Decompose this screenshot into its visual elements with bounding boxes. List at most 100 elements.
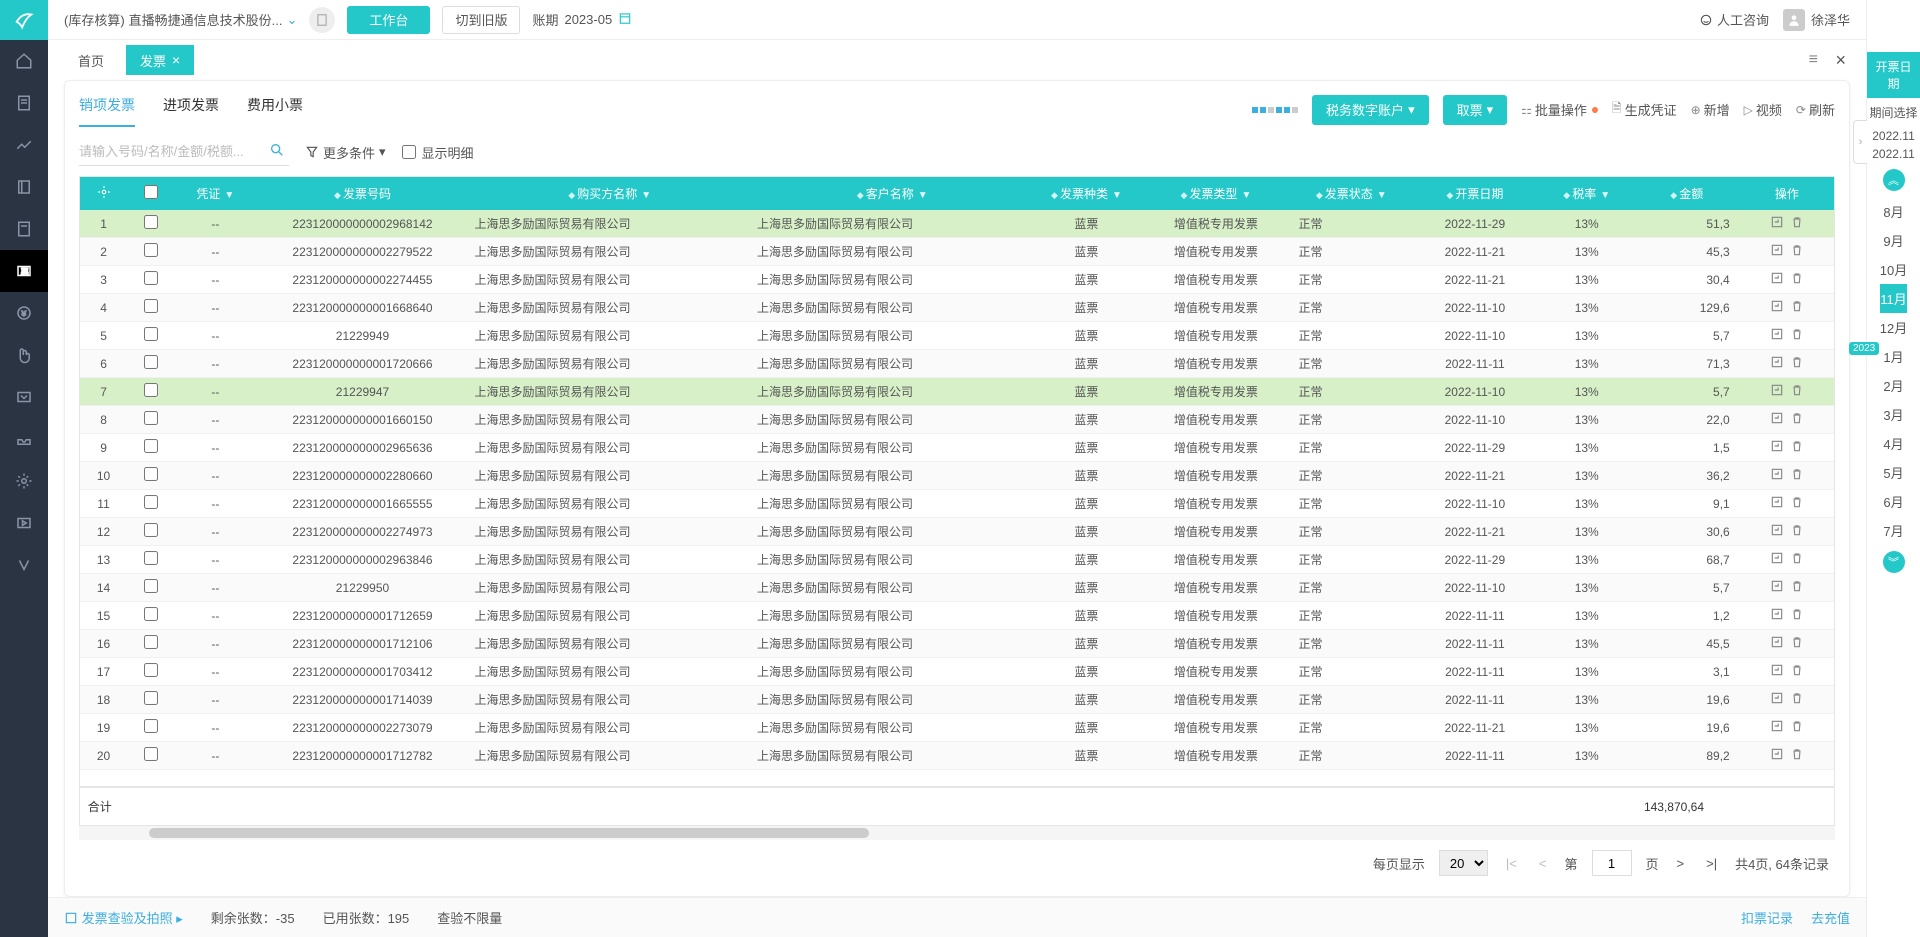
view-icon[interactable] [1770, 271, 1784, 285]
row-checkbox[interactable] [144, 747, 158, 761]
delete-icon[interactable] [1790, 439, 1804, 453]
delete-icon[interactable] [1790, 635, 1804, 649]
user-menu[interactable]: 徐泽华 [1783, 9, 1850, 31]
verify-link[interactable]: 发票查验及拍照 ▸ [64, 908, 183, 927]
collapse-icon[interactable]: › [1853, 120, 1867, 164]
view-grid-icon[interactable] [1252, 107, 1298, 113]
table-row[interactable]: 20--223120000000001712782上海思多励国际贸易有限公司上海… [80, 742, 1834, 770]
h-scrollbar[interactable] [79, 826, 1835, 840]
row-checkbox[interactable] [144, 719, 158, 733]
col-voucher[interactable]: 凭证▼ [174, 177, 256, 210]
view-icon[interactable] [1770, 635, 1784, 649]
org-selector[interactable]: (库存核算) 直播畅捷通信息技术股份... ⌄ [64, 10, 297, 29]
month-option[interactable]: 8月 [1880, 197, 1907, 226]
show-detail-checkbox[interactable]: 显示明细 [402, 143, 474, 162]
row-checkbox[interactable] [144, 607, 158, 621]
filter-icon[interactable]: ▼ [224, 190, 234, 201]
refresh-link[interactable]: ⟳刷新 [1796, 100, 1835, 119]
view-icon[interactable] [1770, 299, 1784, 313]
delete-icon[interactable] [1790, 691, 1804, 705]
page-input[interactable] [1592, 850, 1632, 876]
row-checkbox[interactable] [144, 327, 158, 341]
month-option[interactable]: 5月 [1883, 458, 1903, 487]
month-option[interactable]: 6月 [1883, 487, 1903, 516]
add-link[interactable]: ⊕新增 [1691, 100, 1730, 119]
deduct-log-link[interactable]: 扣票记录 [1741, 908, 1793, 927]
nav-doc-icon[interactable] [0, 82, 48, 124]
period-value[interactable]: 2023-05 [564, 12, 612, 27]
page-next-icon[interactable]: > [1673, 856, 1689, 871]
row-checkbox[interactable] [144, 551, 158, 565]
row-checkbox[interactable] [144, 467, 158, 481]
scroll-up-icon[interactable]: ︽ [1883, 169, 1905, 191]
nav-inbox-icon[interactable] [0, 418, 48, 460]
table-row[interactable]: 13--223120000000002963846上海思多励国际贸易有限公司上海… [80, 546, 1834, 574]
search-icon[interactable] [269, 142, 285, 163]
video-link[interactable]: ▷视频 [1744, 100, 1782, 119]
tab-menu-icon[interactable]: ≡ [1809, 51, 1818, 69]
nav-invoice-icon[interactable]: 票 [0, 250, 48, 292]
table-row[interactable]: 9--223120000000002965636上海思多励国际贸易有限公司上海思… [80, 434, 1834, 462]
row-checkbox[interactable] [144, 635, 158, 649]
view-icon[interactable] [1770, 663, 1784, 677]
topup-link[interactable]: 去充值 [1811, 908, 1850, 927]
workspace-button[interactable]: 工作台 [347, 6, 430, 34]
tab-invoice[interactable]: 发票 × [126, 45, 194, 75]
page-last-icon[interactable]: >| [1702, 856, 1721, 871]
tax-account-button[interactable]: 税务数字账户 ▾ [1312, 95, 1429, 125]
col-buyer[interactable]: ◆购买方名称▼ [468, 177, 751, 210]
delete-icon[interactable] [1790, 383, 1804, 397]
get-invoice-button[interactable]: 取票 ▾ [1443, 95, 1508, 125]
nav-chart-icon[interactable] [0, 124, 48, 166]
row-checkbox[interactable] [144, 411, 158, 425]
month-option[interactable]: 4月 [1883, 429, 1903, 458]
table-row[interactable]: 12--223120000000002274973上海思多励国际贸易有限公司上海… [80, 518, 1834, 546]
nav-settings-icon[interactable] [0, 460, 48, 502]
col-kind[interactable]: ◆发票种类▼ [1033, 177, 1139, 210]
month-option[interactable]: 10月 [1880, 255, 1907, 284]
delete-icon[interactable] [1790, 663, 1804, 677]
row-checkbox[interactable] [144, 299, 158, 313]
row-checkbox[interactable] [144, 523, 158, 537]
delete-icon[interactable] [1790, 327, 1804, 341]
delete-icon[interactable] [1790, 271, 1804, 285]
view-icon[interactable] [1770, 495, 1784, 509]
search-input[interactable] [79, 138, 289, 166]
table-row[interactable]: 4--223120000000001668640上海思多励国际贸易有限公司上海思… [80, 294, 1834, 322]
view-icon[interactable] [1770, 439, 1784, 453]
view-icon[interactable] [1770, 355, 1784, 369]
nav-video-icon[interactable] [0, 502, 48, 544]
table-row[interactable]: 5--21229949上海思多励国际贸易有限公司上海思多励国际贸易有限公司蓝票增… [80, 322, 1834, 350]
scrollbar-thumb[interactable] [149, 828, 869, 838]
table-row[interactable]: 16--223120000000001712106上海思多励国际贸易有限公司上海… [80, 630, 1834, 658]
delete-icon[interactable] [1790, 355, 1804, 369]
view-icon[interactable] [1770, 551, 1784, 565]
table-row[interactable]: 8--223120000000001660150上海思多励国际贸易有限公司上海思… [80, 406, 1834, 434]
delete-icon[interactable] [1790, 607, 1804, 621]
nav-v-icon[interactable] [0, 544, 48, 586]
delete-icon[interactable] [1790, 551, 1804, 565]
nav-money-icon[interactable]: ¥ [0, 292, 48, 334]
month-option[interactable]: 1月 [1883, 342, 1903, 371]
table-row[interactable]: 7--21229947上海思多励国际贸易有限公司上海思多励国际贸易有限公司蓝票增… [80, 378, 1834, 406]
table-row[interactable]: 18--223120000000001714039上海思多励国际贸易有限公司上海… [80, 686, 1834, 714]
table-row[interactable]: 10--223120000000002280660上海思多励国际贸易有限公司上海… [80, 462, 1834, 490]
table-row[interactable]: 17--223120000000001703412上海思多励国际贸易有限公司上海… [80, 658, 1834, 686]
table-row[interactable]: 19--223120000000002273079上海思多励国际贸易有限公司上海… [80, 714, 1834, 742]
row-checkbox[interactable] [144, 355, 158, 369]
row-checkbox[interactable] [144, 243, 158, 257]
view-icon[interactable] [1770, 607, 1784, 621]
table-row[interactable]: 6--223120000000001720666上海思多励国际贸易有限公司上海思… [80, 350, 1834, 378]
batch-link[interactable]: ⚏批量操作 [1521, 100, 1598, 119]
delete-icon[interactable] [1790, 747, 1804, 761]
table-row[interactable]: 2--223120000000002279522上海思多励国际贸易有限公司上海思… [80, 238, 1834, 266]
col-checkbox[interactable] [127, 177, 174, 210]
table-row[interactable]: 11--223120000000001665555上海思多励国际贸易有限公司上海… [80, 490, 1834, 518]
subtab-expense[interactable]: 费用小票 [247, 91, 303, 127]
close-icon[interactable]: × [172, 52, 180, 68]
tab-home[interactable]: 首页 [64, 45, 118, 75]
view-icon[interactable] [1770, 579, 1784, 593]
delete-icon[interactable] [1790, 243, 1804, 257]
nav-calc-icon[interactable] [0, 208, 48, 250]
row-checkbox[interactable] [144, 495, 158, 509]
